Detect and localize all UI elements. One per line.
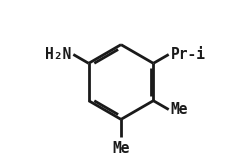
Text: Me: Me xyxy=(171,102,188,117)
Text: H₂N: H₂N xyxy=(45,47,71,62)
Text: Me: Me xyxy=(112,141,130,156)
Text: Pr-i: Pr-i xyxy=(171,47,206,62)
